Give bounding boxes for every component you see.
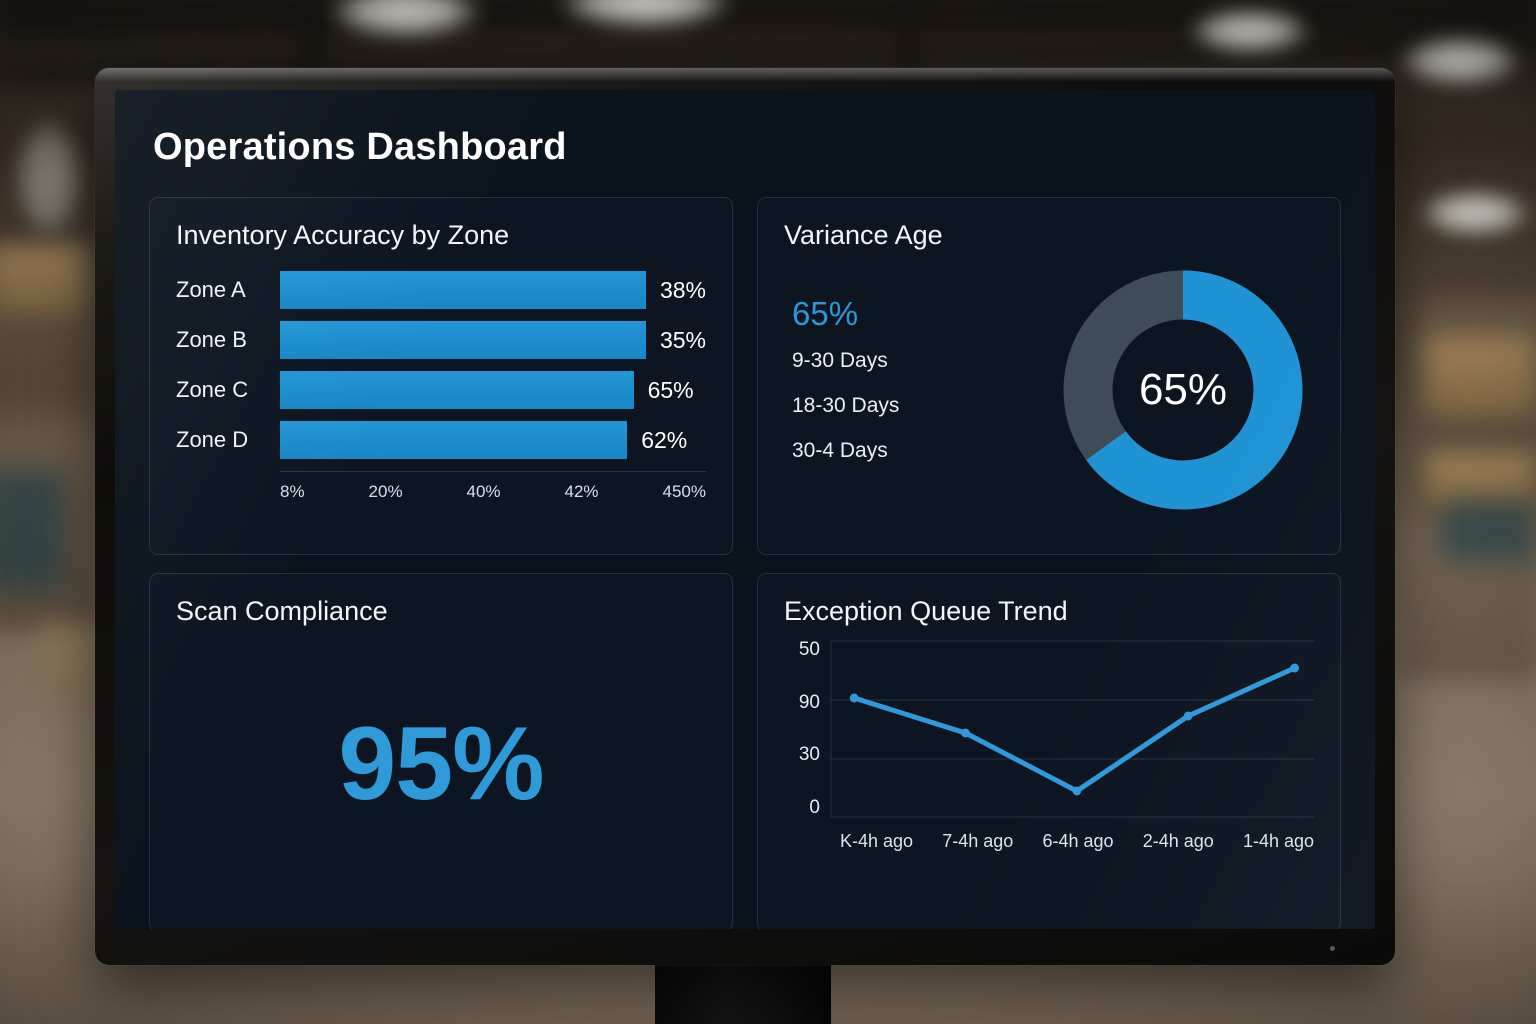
donut-chart-variance: 65% 9-30 Days 18-30 Days 30-4 Days 65% xyxy=(784,257,1314,522)
bar-fill-zone-d xyxy=(280,421,628,459)
legend-entry-9-30-days: 9-30 Days xyxy=(792,349,888,372)
card-exception-queue-trend: Exception Queue Trend 50 90 30 0 xyxy=(757,573,1341,929)
bar-track: 38% xyxy=(280,265,706,315)
x-tick-label: 42% xyxy=(564,482,599,501)
bar-fill-zone-a xyxy=(280,271,646,309)
donut-legend: 65% 9-30 Days 18-30 Days 30-4 Days xyxy=(784,295,994,484)
ceiling-light-6 xyxy=(14,118,84,238)
donut-center-value: 65% xyxy=(1138,364,1228,414)
ceiling-light-4 xyxy=(1400,36,1520,86)
x-tick-label: 20% xyxy=(368,482,403,501)
x-tick-label: 1-4h ago xyxy=(1242,831,1314,851)
ceiling-beam-4 xyxy=(900,0,918,80)
page-title: Operations Dashboard xyxy=(153,126,567,168)
bar-chart-x-ticks: 8% 20% 40% 42% 450% xyxy=(280,472,706,502)
card-title-variance: Variance Age xyxy=(784,220,943,250)
crate-right-1 xyxy=(1424,336,1536,414)
crate-center-far-2 xyxy=(40,620,100,700)
equipment-left xyxy=(0,470,64,590)
card-title-inventory: Inventory Accuracy by Zone xyxy=(176,220,510,250)
bar-track: 35% xyxy=(280,315,706,365)
bar-label-zone-d: Zone D xyxy=(176,427,249,452)
monitor-stand xyxy=(655,962,831,1024)
y-tick-label: 50 xyxy=(798,639,820,660)
line-chart-y-ticks: 50 90 30 0 xyxy=(784,639,830,819)
x-tick-label: 450% xyxy=(662,482,706,501)
monitor-screen: Operations Dashboard Inventory Accuracy … xyxy=(115,90,1375,929)
bar-label-zone-c: Zone C xyxy=(176,377,249,402)
line-chart-exception: 50 90 30 0 xyxy=(784,639,1314,819)
shelf-right-2 xyxy=(1400,560,1536,680)
x-tick-label: 8% xyxy=(280,482,305,501)
donut-graphic: 65% xyxy=(1058,265,1308,515)
card-scan-compliance: Scan Compliance 95% xyxy=(149,573,733,929)
bar-track: 62% xyxy=(280,415,706,465)
ceiling-light-5 xyxy=(1420,190,1530,236)
bar-value-zone-d: 62% xyxy=(641,426,688,453)
legend-percent-value: 65% xyxy=(792,295,859,332)
x-tick-label: 2-4h ago xyxy=(1142,831,1214,851)
monitor-bezel: Operations Dashboard Inventory Accuracy … xyxy=(95,68,1395,965)
x-tick-label: 7-4h ago xyxy=(942,831,1014,851)
bar-fill-zone-c xyxy=(280,371,634,409)
equipment-right xyxy=(1440,500,1536,570)
line-chart-plot-area xyxy=(830,639,1314,819)
x-tick-label: 6-4h ago xyxy=(1042,831,1114,851)
y-tick-label: 0 xyxy=(809,796,820,818)
bar-label-zone-a: Zone A xyxy=(176,277,246,302)
power-led-indicator xyxy=(1330,946,1335,951)
ceiling-beam-3 xyxy=(300,0,322,90)
bar-value-zone-c: 65% xyxy=(647,376,694,403)
dashboard-grid: Inventory Accuracy by Zone Zone A 38% Zo… xyxy=(149,197,1341,929)
bar-row: Zone D 62% xyxy=(176,415,706,465)
ceiling-light-3 xyxy=(1190,8,1310,54)
legend-entry-30-4-days: 30-4 Days xyxy=(792,439,888,462)
y-tick-label: 30 xyxy=(798,744,820,766)
card-title-scan: Scan Compliance xyxy=(176,596,388,626)
bar-row: Zone C 65% xyxy=(176,365,706,415)
bar-chart-axis-line xyxy=(280,471,706,472)
bar-value-zone-a: 38% xyxy=(659,276,706,303)
crate-left-1 xyxy=(0,246,85,312)
card-variance-age: Variance Age 65% 9-30 Days 18-30 Days 30… xyxy=(757,197,1341,555)
bar-chart-inventory: Zone A 38% Zone B 35% xyxy=(176,265,706,465)
legend-entry-18-30-days: 18-30 Days xyxy=(792,394,900,417)
y-tick-label: 90 xyxy=(798,691,820,713)
bar-row: Zone A 38% xyxy=(176,265,706,315)
x-tick-label: 40% xyxy=(466,482,501,501)
x-tick-label: K-4h ago xyxy=(840,831,914,851)
bar-value-zone-b: 35% xyxy=(659,326,706,353)
bar-track: 65% xyxy=(280,365,706,415)
scan-compliance-value: 95% xyxy=(338,705,544,822)
card-title-exception: Exception Queue Trend xyxy=(784,596,1068,626)
card-inventory-accuracy: Inventory Accuracy by Zone Zone A 38% Zo… xyxy=(149,197,733,555)
bar-row: Zone B 35% xyxy=(176,315,706,365)
bar-label-zone-b: Zone B xyxy=(176,327,247,352)
line-chart-x-ticks: K-4h ago 7-4h ago 6-4h ago 2-4h ago 1-4h… xyxy=(840,819,1314,852)
bar-fill-zone-b xyxy=(280,321,646,359)
